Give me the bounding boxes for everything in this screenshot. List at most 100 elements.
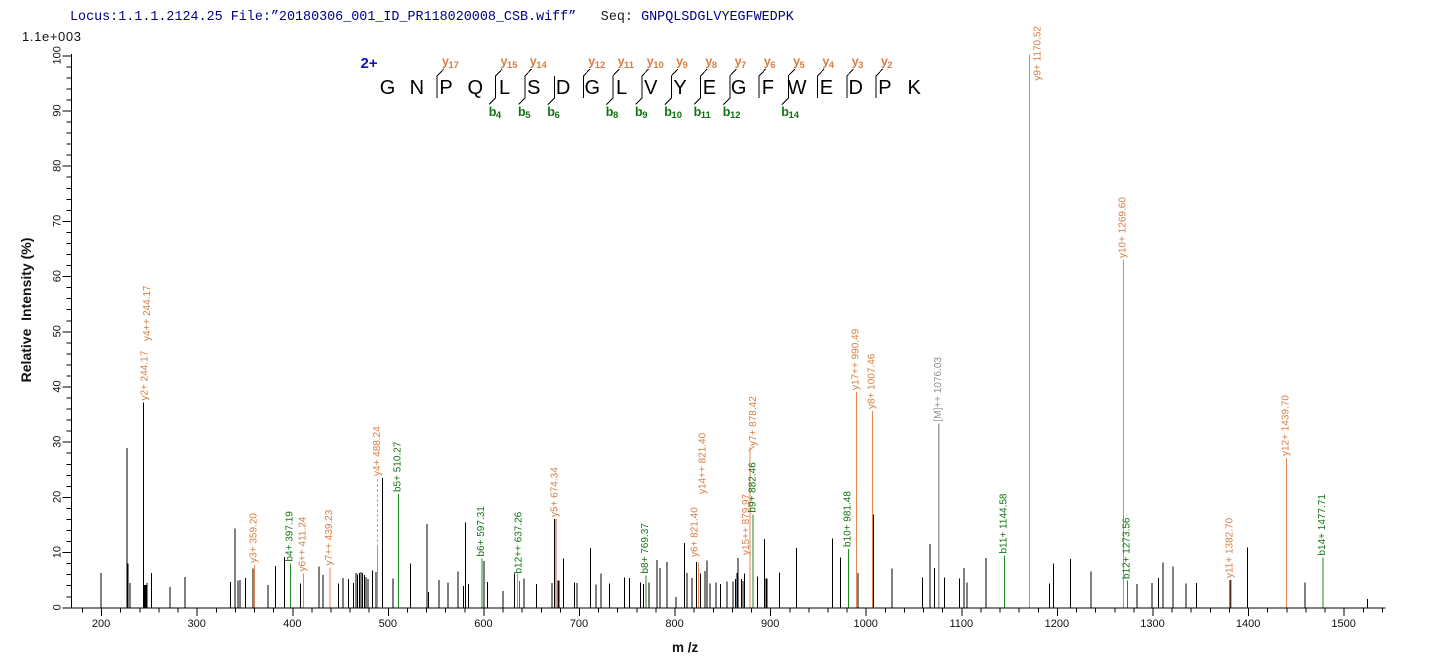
svg-text:80: 80: [52, 160, 64, 172]
svg-text:y: y: [793, 55, 800, 69]
svg-text:900: 900: [761, 618, 779, 630]
svg-text:300: 300: [188, 618, 206, 630]
svg-text:9: 9: [683, 60, 688, 71]
svg-text:F: F: [762, 77, 774, 99]
svg-text:b14+ 1477.71: b14+ 1477.71: [1317, 494, 1328, 556]
svg-text:y7+ 878.42: y7+ 878.42: [748, 396, 759, 446]
svg-text:2: 2: [887, 60, 892, 71]
svg-text:60: 60: [52, 270, 64, 282]
svg-text:y15++ 879.97: y15++ 879.97: [741, 493, 752, 555]
svg-text:14: 14: [536, 60, 547, 71]
svg-text:10: 10: [672, 110, 683, 121]
svg-text:m /z: m /z: [672, 640, 699, 655]
svg-text:Locus:1.1.1.2124.25 File:”2018: Locus:1.1.1.2124.25 File:”20180306_001_I…: [70, 10, 576, 25]
svg-text:70: 70: [52, 215, 64, 227]
svg-text:Seq:: Seq:: [601, 10, 633, 25]
svg-text:D: D: [556, 77, 570, 99]
svg-text:y: y: [618, 55, 625, 69]
svg-text:N: N: [410, 77, 424, 99]
svg-text:500: 500: [379, 618, 397, 630]
svg-text:y: y: [676, 55, 683, 69]
svg-text:y: y: [647, 55, 654, 69]
svg-text:y: y: [705, 55, 712, 69]
svg-text:1500: 1500: [1331, 618, 1355, 630]
svg-text:S: S: [527, 77, 540, 99]
svg-text:D: D: [848, 77, 862, 99]
svg-text:11: 11: [624, 60, 635, 71]
svg-text:10: 10: [653, 60, 664, 71]
svg-text:y: y: [588, 55, 595, 69]
svg-text:50: 50: [52, 325, 64, 337]
svg-text:y4+ 488.24: y4+ 488.24: [372, 426, 383, 476]
svg-text:G: G: [380, 77, 396, 99]
svg-text:b: b: [694, 105, 702, 119]
svg-text:20: 20: [52, 491, 64, 503]
svg-text:y10+ 1269.60: y10+ 1269.60: [1118, 197, 1129, 258]
svg-text:1200: 1200: [1045, 618, 1069, 630]
svg-text:1300: 1300: [1140, 618, 1164, 630]
svg-text:W: W: [788, 77, 807, 99]
svg-text:L: L: [616, 77, 627, 99]
svg-text:P: P: [439, 77, 452, 99]
svg-text:b5+ 510.27: b5+ 510.27: [393, 441, 404, 492]
svg-text:4: 4: [829, 60, 835, 71]
svg-text:y9+ 1170.52: y9+ 1170.52: [1033, 26, 1044, 81]
svg-text:7: 7: [741, 60, 746, 71]
svg-text:y7++ 439.23: y7++ 439.23: [324, 509, 335, 565]
svg-text:y8+ 1007.46: y8+ 1007.46: [867, 353, 878, 409]
svg-text:b8+ 769.37: b8+ 769.37: [640, 523, 651, 574]
svg-text:9: 9: [642, 110, 647, 121]
svg-text:b12++ 637.26: b12++ 637.26: [514, 511, 525, 573]
svg-text:y: y: [822, 55, 829, 69]
svg-text:y: y: [764, 55, 771, 69]
svg-text:8: 8: [712, 60, 717, 71]
svg-text:y: y: [442, 55, 449, 69]
svg-text:6: 6: [555, 110, 560, 121]
svg-text:GNPQLSDGLVYEGFWEDPK: GNPQLSDGLVYEGFWEDPK: [641, 10, 795, 25]
svg-text:8: 8: [613, 110, 618, 121]
svg-text:b11+ 1144.58: b11+ 1144.58: [999, 493, 1010, 553]
svg-text:V: V: [644, 77, 658, 99]
svg-text:G: G: [731, 77, 747, 99]
svg-text:y3+ 359.20: y3+ 359.20: [249, 513, 260, 563]
svg-text:40: 40: [52, 380, 64, 392]
svg-text:0: 0: [52, 604, 64, 610]
svg-text:b: b: [723, 105, 731, 119]
svg-text:5: 5: [800, 60, 806, 71]
svg-text:600: 600: [474, 618, 492, 630]
svg-text:1000: 1000: [853, 618, 877, 630]
svg-text:y: y: [501, 55, 508, 69]
svg-text:G: G: [585, 77, 601, 99]
svg-text:K: K: [908, 77, 922, 99]
svg-text:P: P: [878, 77, 891, 99]
svg-text:[M]++ 1076.03: [M]++ 1076.03: [933, 357, 944, 422]
svg-text:14: 14: [789, 110, 800, 121]
svg-text:2+: 2+: [361, 55, 378, 72]
svg-text:y: y: [881, 55, 888, 69]
svg-text:y: y: [530, 55, 537, 69]
svg-text:b4+ 397.19: b4+ 397.19: [285, 511, 296, 562]
svg-text:10: 10: [52, 546, 64, 558]
svg-text:E: E: [703, 77, 716, 99]
svg-text:b9+ 882.46: b9+ 882.46: [748, 462, 759, 513]
svg-text:30: 30: [52, 436, 64, 448]
svg-text:y: y: [735, 55, 742, 69]
svg-text:y5+ 674.34: y5+ 674.34: [549, 467, 560, 517]
svg-text:b: b: [664, 105, 672, 119]
svg-text:b: b: [489, 105, 497, 119]
svg-text:L: L: [499, 77, 510, 99]
svg-text:y6+ 821.40: y6+ 821.40: [689, 507, 700, 557]
svg-text:y17++ 990.49: y17++ 990.49: [851, 328, 862, 390]
svg-text:y2+ 244.17: y2+ 244.17: [140, 350, 151, 400]
svg-text:4: 4: [496, 110, 502, 121]
svg-text:E: E: [820, 77, 833, 99]
svg-text:400: 400: [283, 618, 301, 630]
svg-text:b: b: [635, 105, 643, 119]
svg-text:y11+ 1382.70: y11+ 1382.70: [1225, 517, 1236, 578]
svg-text:90: 90: [52, 104, 64, 116]
svg-text:200: 200: [92, 618, 110, 630]
svg-text:15: 15: [507, 60, 518, 71]
svg-text:b: b: [781, 105, 789, 119]
svg-text:17: 17: [448, 60, 459, 71]
svg-text:1100: 1100: [949, 618, 973, 630]
